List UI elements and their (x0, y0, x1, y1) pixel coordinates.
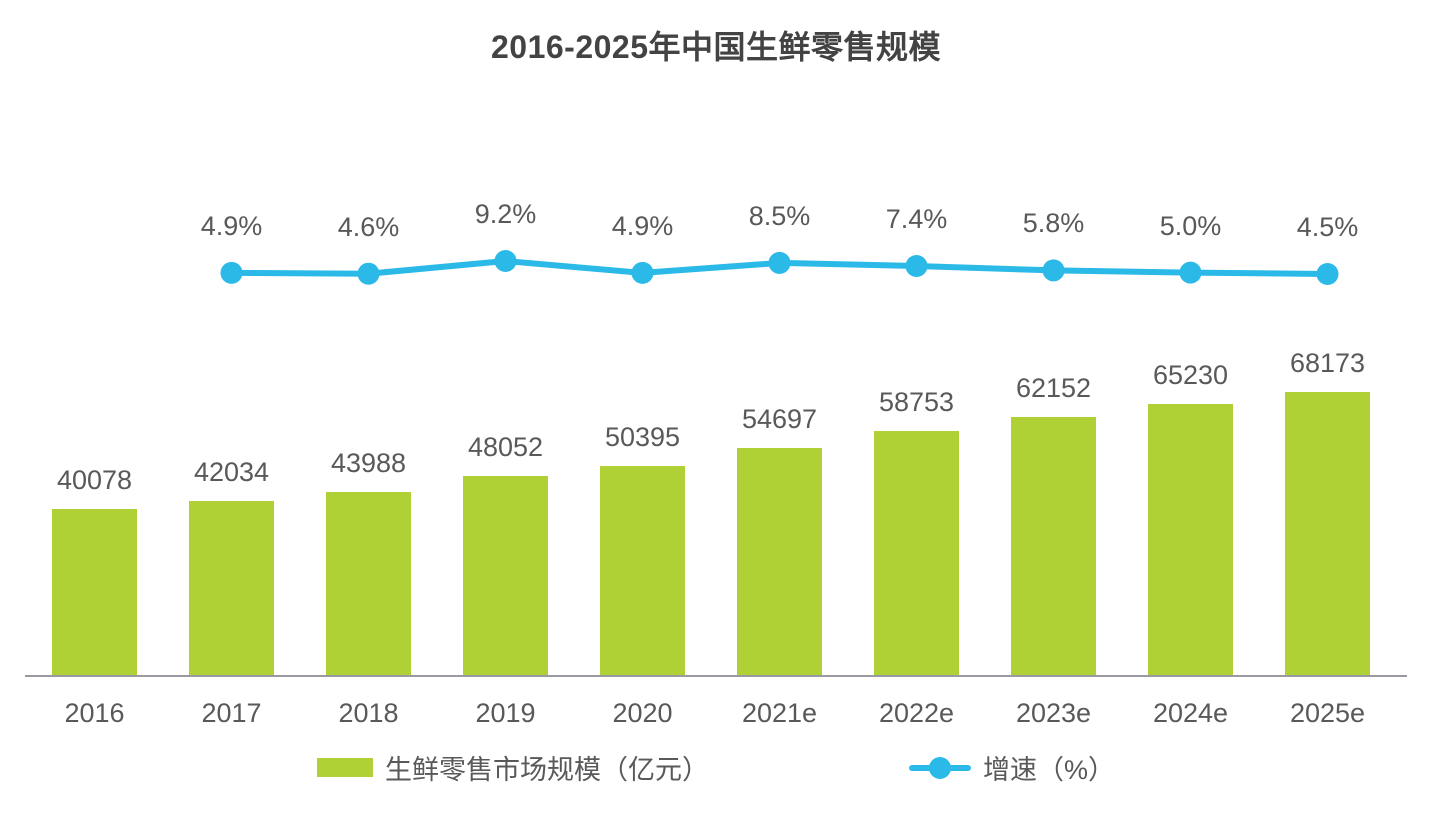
bar-2018[interactable] (326, 492, 411, 675)
legend-swatch-line-icon (908, 756, 971, 779)
x-axis-label-2022e: 2022e (878, 698, 955, 728)
bar-value-label-2023e: 62152 (1015, 372, 1092, 403)
legend-item-bar[interactable]: 生鲜零售市场规模（亿元） (316, 748, 709, 787)
growth-value-label-2018: 4.6% (337, 211, 400, 242)
x-axis-line (25, 675, 1407, 677)
x-axis-label-2018: 2018 (338, 698, 399, 728)
x-axis-label-2019: 2019 (475, 698, 536, 728)
bar-2024e[interactable] (1148, 404, 1233, 675)
growth-value-label-2025e: 4.5% (1296, 212, 1359, 242)
bar-2021e[interactable] (737, 447, 822, 675)
x-axis-label-2017: 2017 (201, 698, 262, 728)
bar-value-label-2024e: 65230 (1152, 360, 1229, 391)
legend-label-line: 增速（%） (982, 755, 1115, 785)
bar-2020[interactable] (600, 465, 685, 675)
growth-value-label-2022e: 7.4% (885, 203, 948, 234)
x-axis-label-2020: 2020 (612, 698, 673, 728)
x-axis-label-2023e: 2023e (1015, 698, 1092, 728)
bar-2022e[interactable] (874, 431, 959, 675)
x-axis-label-2025e: 2025e (1289, 698, 1366, 728)
bar-value-label-2016: 40078 (56, 464, 133, 495)
growth-value-label-2021e: 8.5% (748, 200, 811, 231)
bar-2025e[interactable] (1285, 392, 1370, 675)
chart-legend: 生鲜零售市场规模（亿元） 增速（%） (0, 748, 1432, 787)
growth-value-label-2020: 4.9% (611, 210, 674, 241)
bar-value-label-2017: 42034 (193, 456, 270, 487)
legend-label-bar: 生鲜零售市场规模（亿元） (384, 755, 709, 785)
legend-item-line[interactable]: 增速（%） (908, 748, 1115, 787)
legend-swatch-bar-icon (316, 758, 373, 777)
growth-value-label-2017: 4.9% (200, 210, 263, 241)
bar-2016[interactable] (52, 508, 137, 675)
bar-value-label-2018: 43988 (330, 448, 407, 479)
x-axis-label-2016: 2016 (64, 698, 125, 728)
bar-2019[interactable] (463, 475, 548, 675)
growth-value-label-2024e: 5.0% (1159, 210, 1222, 241)
bar-value-label-2025e: 68173 (1289, 348, 1366, 378)
growth-value-label-2023e: 5.8% (1022, 208, 1085, 239)
bar-value-label-2019: 48052 (467, 431, 544, 462)
bar-2023e[interactable] (1011, 417, 1096, 675)
x-axis-label-2024e: 2024e (1152, 698, 1229, 728)
bar-value-label-2020: 50395 (604, 421, 681, 452)
bar-2017[interactable] (189, 500, 274, 675)
chart-title: 2016-2025年中国生鲜零售规模 (490, 29, 942, 65)
bar-value-label-2022e: 58753 (878, 387, 955, 418)
bar-value-label-2021e: 54697 (741, 403, 818, 434)
growth-value-label-2019: 9.2% (474, 199, 537, 229)
x-axis-label-2021e: 2021e (741, 698, 818, 728)
